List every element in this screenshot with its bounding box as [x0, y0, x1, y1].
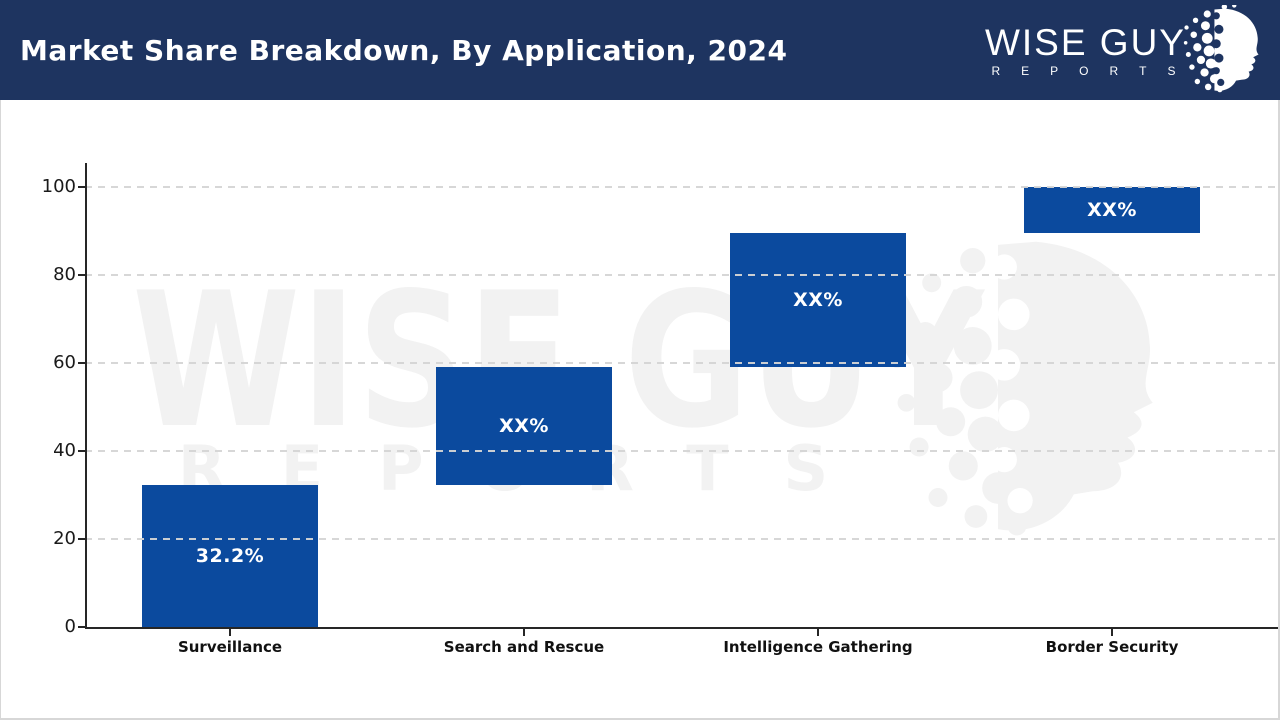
y-tick-mark [78, 626, 85, 628]
y-tick-mark [78, 450, 85, 452]
x-tick-mark [1111, 629, 1113, 636]
y-tick-label: 0 [64, 616, 76, 637]
y-tick-label: 100 [41, 176, 76, 197]
bottom-border [0, 718, 1280, 720]
bar-intelligence-gathering: XX% [730, 233, 906, 367]
bar-border-security: XX% [1024, 187, 1200, 234]
bar-search-and-rescue: XX% [436, 366, 612, 486]
brand-logo: WISE GUY R E P O R T S [985, 5, 1266, 95]
watermark-face-icon [890, 241, 1153, 536]
right-border [1278, 100, 1280, 720]
header: Market Share Breakdown, By Application, … [0, 0, 1280, 100]
y-tick-label: 60 [53, 352, 76, 373]
x-label-search-and-rescue: Search and Rescue [443, 638, 605, 656]
y-tick-label: 20 [53, 528, 76, 549]
y-tick-mark [78, 538, 85, 540]
y-tick-mark [78, 274, 85, 276]
page-title: Market Share Breakdown, By Application, … [20, 33, 788, 67]
left-border [0, 100, 1, 720]
x-tick-mark [229, 629, 231, 636]
bar-value-label: XX% [1087, 199, 1137, 222]
bar-surveillance: 32.2% [142, 485, 318, 627]
brand-face-icon [1183, 5, 1259, 93]
y-tick-mark [78, 186, 85, 188]
gridline [85, 538, 1278, 540]
brand-subtitle: R E P O R T S [991, 63, 1186, 78]
bar-value-label: XX% [499, 414, 549, 437]
gridline [85, 186, 1278, 188]
y-axis-line [85, 163, 87, 629]
y-tick-label: 40 [53, 440, 76, 461]
gridline [85, 450, 1278, 452]
brand-name: WISE GUY [984, 21, 1186, 63]
bar-value-label: XX% [793, 288, 843, 311]
x-tick-mark [817, 629, 819, 636]
brand-logo-text: WISE GUY R E P O R T S [985, 24, 1186, 77]
x-label-border-security: Border Security [1045, 638, 1179, 656]
gridline [85, 274, 1278, 276]
x-axis-line [85, 627, 1278, 629]
bar-value-label: 32.2% [195, 545, 265, 568]
y-tick-mark [78, 362, 85, 364]
gridline [85, 362, 1278, 364]
x-tick-mark [523, 629, 525, 636]
y-tick-label: 80 [53, 264, 76, 285]
x-label-intelligence-gathering: Intelligence Gathering [723, 638, 913, 656]
x-label-surveillance: Surveillance [177, 638, 283, 656]
